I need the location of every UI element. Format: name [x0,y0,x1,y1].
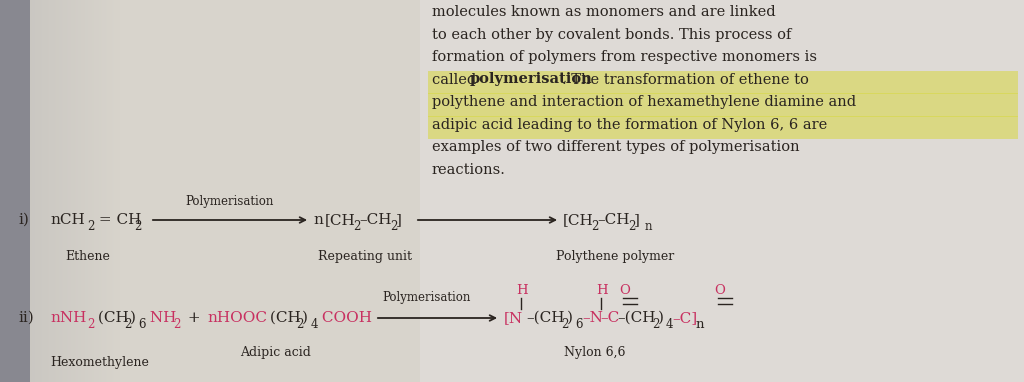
Text: 4: 4 [666,317,674,330]
Text: 2: 2 [628,220,635,233]
Bar [428,93,1018,117]
Bar [420,0,1024,382]
Text: (CH: (CH [93,311,129,325]
Text: n: n [696,317,705,330]
Text: = CH: = CH [94,213,141,227]
Text: ]: ] [634,213,640,227]
Text: reactions.: reactions. [432,162,506,176]
Text: i): i) [18,213,29,227]
Text: 2: 2 [591,220,598,233]
Text: 6: 6 [138,317,145,330]
Text: Adipic acid: Adipic acid [240,346,311,359]
Text: examples of two different types of polymerisation: examples of two different types of polym… [432,140,800,154]
Text: O: O [618,283,630,296]
Text: +: + [183,311,206,325]
Text: ): ) [302,311,308,325]
Text: polythene and interaction of hexamethylene diamine and: polythene and interaction of hexamethyle… [432,95,856,109]
Bar [428,115,1018,139]
Text: [CH: [CH [563,213,594,227]
Text: 2: 2 [124,317,131,330]
Text: molecules known as monomers and are linked: molecules known as monomers and are link… [432,5,775,19]
Text: ]: ] [396,213,401,227]
Text: to each other by covalent bonds. This process of: to each other by covalent bonds. This pr… [432,28,792,42]
Text: Nylon 6,6: Nylon 6,6 [564,346,626,359]
Text: 2: 2 [87,220,94,233]
Text: ): ) [567,311,573,325]
Text: Repeating unit: Repeating unit [318,250,412,263]
Text: 2: 2 [652,317,659,330]
Text: formation of polymers from respective monomers is: formation of polymers from respective mo… [432,50,817,64]
Text: Polymerisation: Polymerisation [185,196,273,209]
Text: O: O [714,283,725,296]
Text: 2: 2 [87,317,94,330]
Text: –C]: –C] [672,311,697,325]
Text: 4: 4 [311,317,318,330]
Bar [428,71,1018,94]
Text: 2: 2 [134,220,141,233]
Text: (CH: (CH [265,311,301,325]
Text: adipic acid leading to the formation of Nylon 6, 6 are: adipic acid leading to the formation of … [432,118,827,131]
Text: H: H [596,283,607,296]
Text: 2: 2 [390,220,397,233]
Text: H: H [516,283,527,296]
Text: 2: 2 [353,220,360,233]
Text: . The transformation of ethene to: . The transformation of ethene to [562,73,809,86]
Text: [CH: [CH [325,213,355,227]
Text: nHOOC: nHOOC [207,311,267,325]
Text: 2: 2 [296,317,303,330]
Text: [N: [N [504,311,523,325]
Text: –CH: –CH [359,213,391,227]
Text: Polymerisation: Polymerisation [382,291,470,304]
Text: polymerisation: polymerisation [470,73,593,86]
Bar [0,0,30,382]
Text: n: n [313,213,323,227]
Text: NH: NH [145,311,176,325]
Text: 2: 2 [561,317,568,330]
Text: –(CH: –(CH [526,311,564,325]
Text: Hexomethylene: Hexomethylene [50,356,148,369]
Text: Polythene polymer: Polythene polymer [556,250,674,263]
Text: called: called [432,73,481,86]
Text: –C: –C [600,311,620,325]
Text: nNH: nNH [50,311,86,325]
Text: n: n [645,220,652,233]
Text: –N: –N [582,311,603,325]
Text: ): ) [658,311,664,325]
Text: –(CH: –(CH [617,311,655,325]
Text: 6: 6 [575,317,583,330]
Text: –CH: –CH [597,213,630,227]
Text: Ethene: Ethene [65,250,110,263]
Text: ii): ii) [18,311,34,325]
Text: COOH: COOH [317,311,372,325]
Text: ): ) [130,311,136,325]
Text: 2: 2 [173,317,180,330]
Text: nCH: nCH [50,213,85,227]
